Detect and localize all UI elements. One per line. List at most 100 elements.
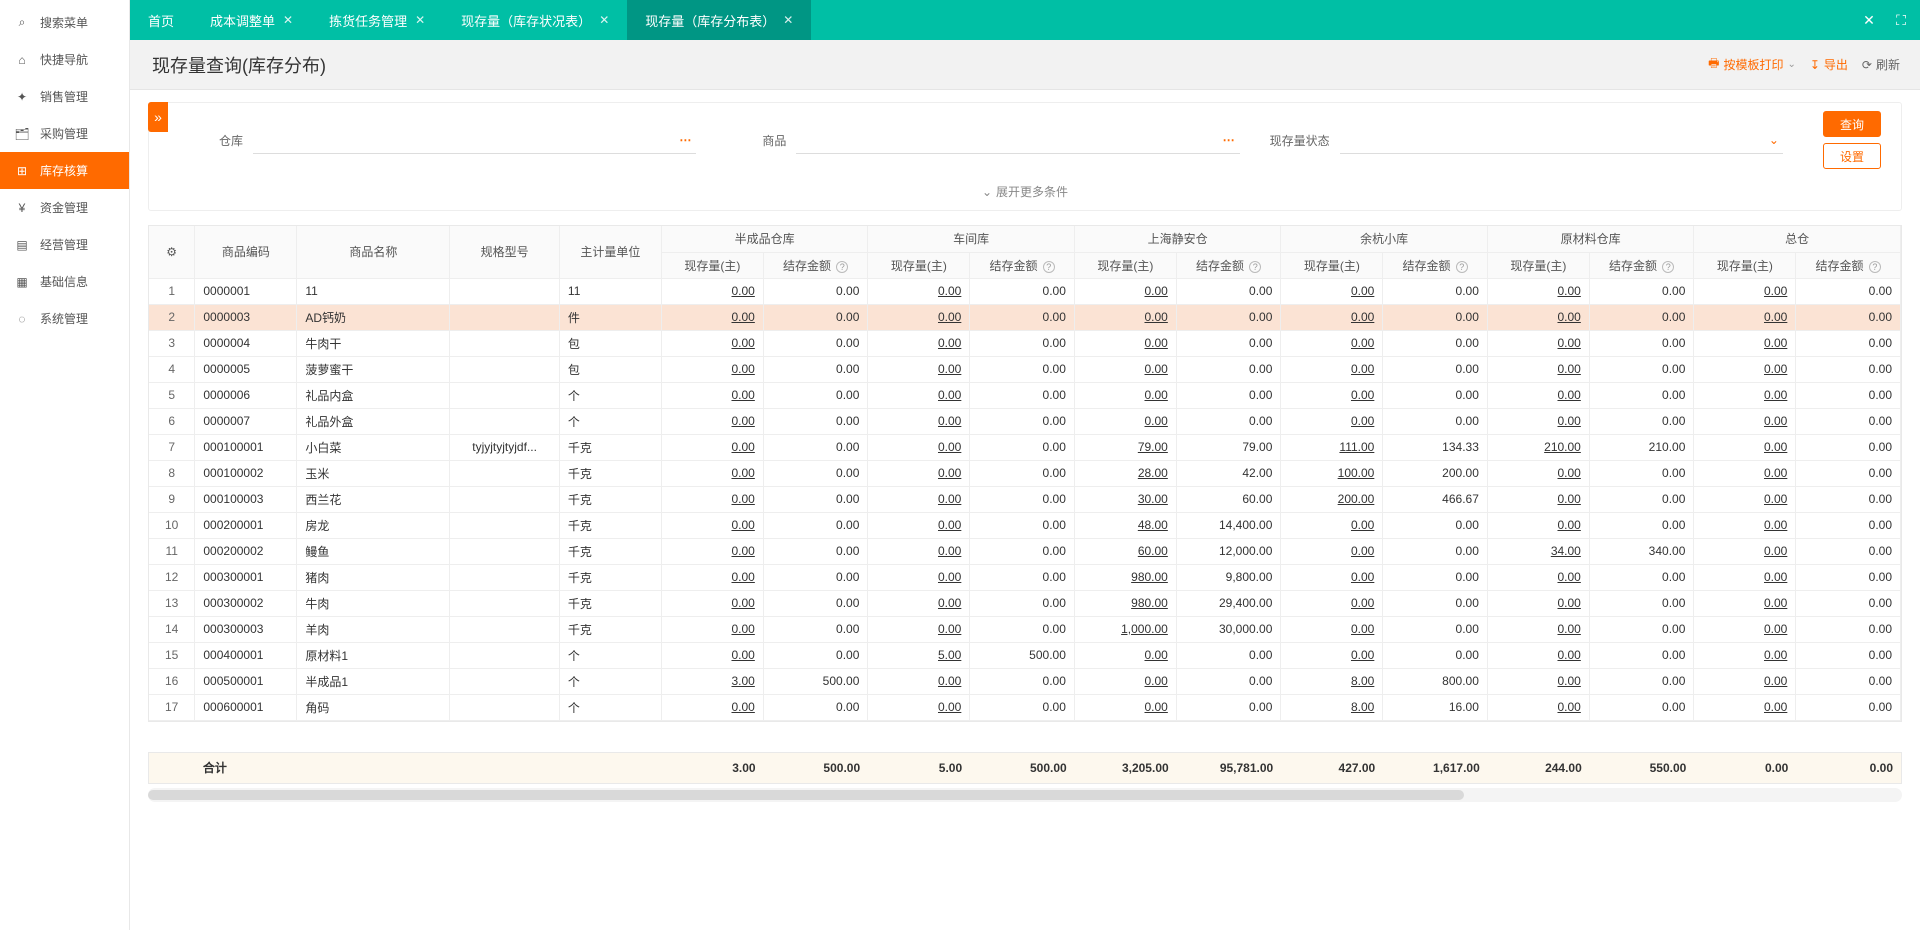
tab[interactable]: 现存量（库存状况表）✕ [443, 0, 627, 40]
cell-qty[interactable]: 0.00 [1281, 304, 1383, 330]
cell-qty[interactable]: 0.00 [1487, 304, 1589, 330]
cell-qty[interactable]: 0.00 [1281, 538, 1383, 564]
cell-qty[interactable]: 0.00 [1074, 304, 1176, 330]
cell-qty[interactable]: 0.00 [1694, 642, 1796, 668]
sidebar-item-base[interactable]: ▦基础信息 [0, 263, 129, 300]
table-row[interactable]: 9000100003西兰花千克0.000.000.000.0030.0060.0… [149, 486, 1901, 512]
cell-qty[interactable]: 0.00 [868, 460, 970, 486]
filter-settings-button[interactable]: 设置 [1823, 143, 1881, 169]
cell-qty[interactable]: 0.00 [1694, 460, 1796, 486]
cell-qty[interactable]: 0.00 [1694, 408, 1796, 434]
cell-qty[interactable]: 0.00 [1074, 668, 1176, 694]
cell-qty[interactable]: 0.00 [661, 694, 763, 720]
cell-qty[interactable]: 0.00 [1487, 616, 1589, 642]
close-icon[interactable]: ✕ [415, 13, 425, 27]
cell-qty[interactable]: 0.00 [868, 564, 970, 590]
cell-qty[interactable]: 0.00 [1487, 356, 1589, 382]
table-row[interactable]: 1000000111110.000.000.000.000.000.000.00… [149, 278, 1901, 304]
table-row[interactable]: 50000006礼品内盒个0.000.000.000.000.000.000.0… [149, 382, 1901, 408]
cell-qty[interactable]: 0.00 [1281, 564, 1383, 590]
cell-qty[interactable]: 0.00 [1074, 642, 1176, 668]
cell-qty[interactable]: 8.00 [1281, 694, 1383, 720]
table-row[interactable]: 30000004牛肉干包0.000.000.000.000.000.000.00… [149, 330, 1901, 356]
cell-qty[interactable]: 0.00 [868, 616, 970, 642]
tab-close-all-icon[interactable]: ✕ [1856, 7, 1882, 33]
print-button[interactable]: 🖶 按模板打印 ⌄ [1708, 54, 1796, 75]
warehouse-input[interactable]: ⋯ [253, 126, 696, 154]
cell-qty[interactable]: 0.00 [1281, 512, 1383, 538]
sidebar-item-ops[interactable]: ▤经营管理 [0, 226, 129, 263]
table-row[interactable]: 11000200002鳗鱼千克0.000.000.000.0060.0012,0… [149, 538, 1901, 564]
cell-qty[interactable]: 0.00 [1487, 668, 1589, 694]
cell-qty[interactable]: 0.00 [1487, 278, 1589, 304]
cell-qty[interactable]: 5.00 [868, 642, 970, 668]
cell-qty[interactable]: 0.00 [1694, 616, 1796, 642]
cell-qty[interactable]: 30.00 [1074, 486, 1176, 512]
cell-qty[interactable]: 0.00 [868, 590, 970, 616]
cell-qty[interactable]: 0.00 [1281, 642, 1383, 668]
cell-qty[interactable]: 0.00 [1694, 278, 1796, 304]
cell-qty[interactable]: 0.00 [661, 538, 763, 564]
cell-qty[interactable]: 210.00 [1487, 434, 1589, 460]
lookup-icon[interactable]: ⋯ [1223, 133, 1236, 147]
cell-qty[interactable]: 0.00 [1694, 538, 1796, 564]
cell-qty[interactable]: 0.00 [661, 616, 763, 642]
close-icon[interactable]: ✕ [599, 13, 609, 27]
cell-qty[interactable]: 0.00 [1694, 330, 1796, 356]
table-row[interactable]: 14000300003羊肉千克0.000.000.000.001,000.003… [149, 616, 1901, 642]
cell-qty[interactable]: 0.00 [868, 330, 970, 356]
help-icon[interactable]: ? [836, 261, 848, 273]
table-row[interactable]: 15000400001原材料1个0.000.005.00500.000.000.… [149, 642, 1901, 668]
cell-qty[interactable]: 0.00 [661, 382, 763, 408]
refresh-button[interactable]: ⟳ 刷新 [1862, 56, 1900, 73]
cell-qty[interactable]: 200.00 [1281, 486, 1383, 512]
collapse-filter-button[interactable]: » [148, 102, 168, 132]
sidebar-item-sale[interactable]: ✦销售管理 [0, 78, 129, 115]
cell-qty[interactable]: 0.00 [1487, 564, 1589, 590]
cell-qty[interactable]: 0.00 [1074, 382, 1176, 408]
cell-qty[interactable]: 0.00 [1074, 408, 1176, 434]
close-icon[interactable]: ✕ [783, 13, 793, 27]
cell-qty[interactable]: 0.00 [868, 356, 970, 382]
cell-qty[interactable]: 100.00 [1281, 460, 1383, 486]
cell-qty[interactable]: 980.00 [1074, 564, 1176, 590]
table-row[interactable]: 7000100001小白菜tyjyjtyjtyjdf...千克0.000.000… [149, 434, 1901, 460]
cell-qty[interactable]: 0.00 [1694, 486, 1796, 512]
cell-qty[interactable]: 0.00 [1487, 382, 1589, 408]
scroll-thumb[interactable] [148, 790, 1464, 800]
horizontal-scrollbar[interactable] [148, 788, 1902, 802]
cell-qty[interactable]: 0.00 [1281, 356, 1383, 382]
table-row[interactable]: 10000200001房龙千克0.000.000.000.0048.0014,4… [149, 512, 1901, 538]
cell-qty[interactable]: 0.00 [1694, 590, 1796, 616]
tab[interactable]: 拣货任务管理✕ [311, 0, 443, 40]
cell-qty[interactable]: 0.00 [661, 564, 763, 590]
product-input[interactable]: ⋯ [796, 126, 1239, 154]
cell-qty[interactable]: 0.00 [868, 694, 970, 720]
sidebar-item-nav[interactable]: ⌂快捷导航 [0, 41, 129, 78]
cell-qty[interactable]: 0.00 [868, 538, 970, 564]
help-icon[interactable]: ? [1869, 261, 1881, 273]
cell-qty[interactable]: 0.00 [868, 408, 970, 434]
cell-qty[interactable]: 0.00 [1487, 694, 1589, 720]
cell-qty[interactable]: 60.00 [1074, 538, 1176, 564]
cell-qty[interactable]: 0.00 [868, 304, 970, 330]
table-row[interactable]: 60000007礼品外盒个0.000.000.000.000.000.000.0… [149, 408, 1901, 434]
table-row[interactable]: 13000300002牛肉千克0.000.000.000.00980.0029,… [149, 590, 1901, 616]
chevron-down-icon[interactable]: ⌄ [1769, 133, 1779, 147]
cell-qty[interactable]: 0.00 [1694, 434, 1796, 460]
cell-qty[interactable]: 0.00 [661, 486, 763, 512]
cell-qty[interactable]: 0.00 [1694, 668, 1796, 694]
cell-qty[interactable]: 0.00 [1281, 590, 1383, 616]
cell-qty[interactable]: 0.00 [1487, 512, 1589, 538]
cell-qty[interactable]: 0.00 [1694, 564, 1796, 590]
sidebar-item-fund[interactable]: ¥资金管理 [0, 189, 129, 226]
lookup-icon[interactable]: ⋯ [679, 133, 692, 147]
cell-qty[interactable]: 0.00 [1487, 590, 1589, 616]
help-icon[interactable]: ? [1456, 261, 1468, 273]
cell-qty[interactable]: 34.00 [1487, 538, 1589, 564]
cell-qty[interactable]: 0.00 [1694, 382, 1796, 408]
tab[interactable]: 首页 [130, 0, 192, 40]
cell-qty[interactable]: 0.00 [1487, 408, 1589, 434]
cell-qty[interactable]: 8.00 [1281, 668, 1383, 694]
cell-qty[interactable]: 0.00 [661, 512, 763, 538]
